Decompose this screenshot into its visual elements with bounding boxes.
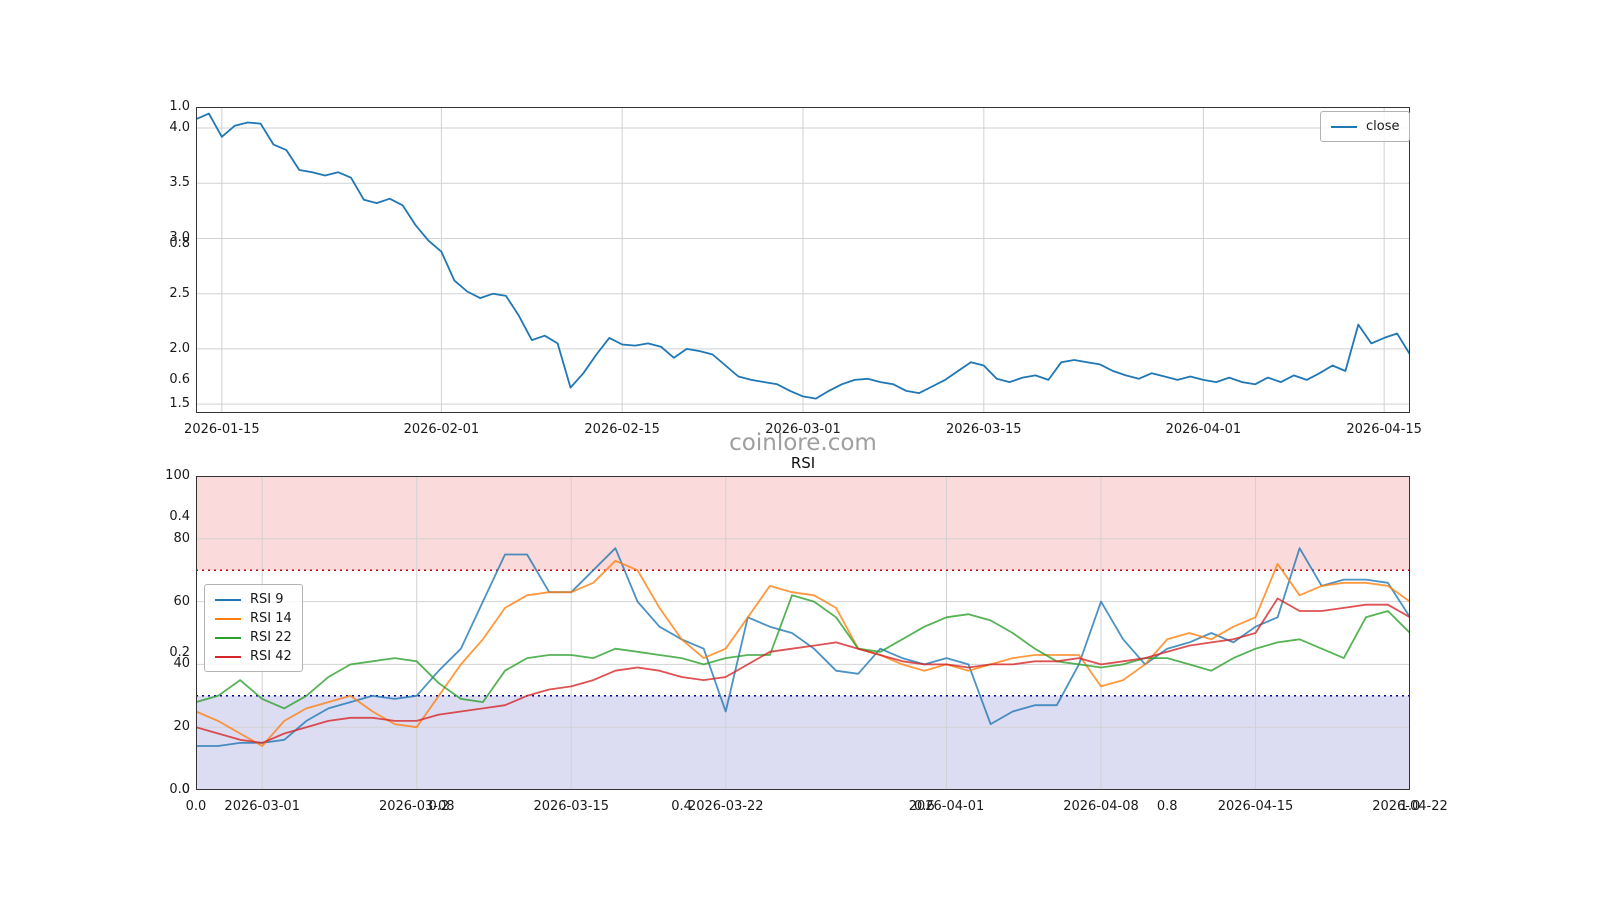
y-tick-label: 60 [173, 593, 190, 609]
y-tick-label: 3.0 [169, 230, 190, 246]
y-tick-label: 40 [173, 656, 190, 672]
x-tick-label: 2026-03-15 [946, 422, 1022, 437]
legend-label-rsi42: RSI 42 [250, 649, 292, 664]
overlay-x-tick-label: 0.6 [914, 799, 935, 814]
y-tick-label: 2.5 [169, 285, 190, 301]
x-tick-label: 2026-04-15 [1346, 422, 1422, 437]
legend-item-rsi9: RSI 9 [215, 590, 292, 609]
rsi-chart [196, 476, 1410, 790]
overlay-y-tick-label: 1.0 [169, 99, 190, 114]
overlay-x-tick-label: 0.2 [428, 799, 450, 814]
x-tick-label: 2026-04-08 [1063, 799, 1139, 814]
x-tick-label: 2026-03-01 [765, 422, 841, 437]
legend-label-close: close [1366, 119, 1400, 134]
legend-item-rsi42: RSI 42 [215, 647, 292, 666]
overlay-y-tick-label: 0.6 [169, 372, 190, 388]
legend-label-rsi9: RSI 9 [250, 592, 284, 607]
y-tick-label: 100 [165, 468, 190, 483]
x-tick-label: 2026-02-01 [403, 422, 480, 437]
overlay-x-tick-label: 1.0 [1399, 799, 1421, 814]
x-tick-label: 2026-03-22 [687, 799, 764, 814]
x-tick-label: 2026-01-15 [184, 422, 260, 437]
legend-item-rsi22: RSI 22 [215, 628, 292, 647]
rsi42-line-swatch [215, 655, 241, 658]
rsi-chart-title: RSI [790, 454, 816, 472]
overlay-y-tick-label: 0.0 [169, 782, 190, 797]
rsi-legend: RSI 9 RSI 14 RSI 22 RSI 42 [204, 584, 303, 672]
x-tick-label: 2026-04-01 [908, 799, 985, 814]
y-tick-label: 1.5 [169, 396, 190, 412]
y-tick-label: 2.0 [169, 340, 190, 356]
x-tick-label: 2026-04-15 [1217, 799, 1294, 814]
price-chart [196, 107, 1410, 413]
x-tick-label: 2026-02-15 [584, 422, 660, 437]
legend-item-close: close [1331, 117, 1399, 136]
y-tick-label: 20 [173, 719, 190, 735]
close-line-swatch [1331, 125, 1357, 128]
x-tick-label: 2026-03-01 [224, 799, 300, 814]
y-tick-label: 80 [173, 530, 190, 546]
overlay-y-tick-label: 0.8 [169, 235, 190, 251]
y-tick-label: 4.0 [169, 119, 190, 135]
x-tick-label: 2026-03-15 [533, 799, 610, 814]
overlay-y-tick-label: 0.4 [169, 508, 190, 524]
overlay-y-tick-label: 0.2 [169, 645, 190, 661]
x-tick-label: 2026-03-08 [378, 799, 455, 814]
overlay-x-tick-label: 0.0 [185, 799, 207, 814]
legend-label-rsi22: RSI 22 [250, 630, 292, 645]
legend-label-rsi14: RSI 14 [250, 611, 292, 626]
overlay-x-tick-label: 0.8 [1156, 799, 1178, 814]
x-tick-label: 2026-04-01 [1165, 422, 1242, 437]
watermark: coinlore.com [729, 430, 877, 456]
overlay-x-tick-label: 0.4 [671, 799, 692, 814]
rsi14-line-swatch [215, 617, 241, 620]
rsi22-line-swatch [215, 636, 241, 639]
rsi9-line-swatch [215, 598, 241, 601]
y-tick-label: 3.5 [169, 175, 190, 191]
legend-item-rsi14: RSI 14 [215, 609, 292, 628]
x-tick-label: 2026-04-22 [1372, 799, 1448, 814]
y-tick-label: 0 [181, 782, 190, 797]
price-legend: close [1320, 111, 1411, 142]
